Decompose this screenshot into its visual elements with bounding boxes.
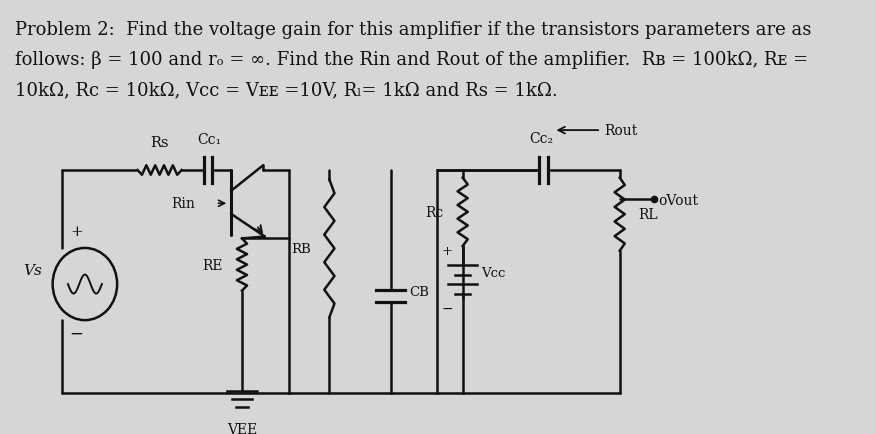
Text: Cc₂: Cc₂: [529, 132, 554, 146]
Text: −: −: [442, 302, 453, 316]
Text: RL: RL: [639, 208, 658, 222]
Text: follows: β = 100 and rₒ = ∞. Find the Rin and Rout of the amplifier.  Rʙ = 100kΩ: follows: β = 100 and rₒ = ∞. Find the Ri…: [15, 51, 808, 69]
Text: VEE: VEE: [227, 422, 257, 434]
Text: −: −: [69, 325, 83, 342]
Text: RB: RB: [291, 242, 311, 255]
Text: RE: RE: [203, 258, 223, 272]
Text: Rc: Rc: [426, 205, 444, 219]
Text: Cc₁: Cc₁: [198, 133, 221, 147]
Text: oVout: oVout: [658, 194, 698, 208]
Text: CB: CB: [410, 285, 429, 298]
Text: Vs: Vs: [24, 263, 43, 277]
Text: Rs: Rs: [150, 136, 169, 150]
Text: Problem 2:  Find the voltage gain for this amplifier if the transistors paramete: Problem 2: Find the voltage gain for thi…: [15, 21, 812, 39]
Text: +: +: [70, 225, 83, 239]
Text: +: +: [442, 245, 453, 258]
Text: Rin: Rin: [172, 197, 195, 211]
Text: Rout: Rout: [605, 124, 638, 138]
Text: 10kΩ, Rc = 10kΩ, Vcc = Vᴇᴇ =10V, Rₗ= 1kΩ and Rs = 1kΩ.: 10kΩ, Rc = 10kΩ, Vcc = Vᴇᴇ =10V, Rₗ= 1kΩ…: [15, 82, 558, 99]
Text: Vcc: Vcc: [481, 266, 506, 279]
